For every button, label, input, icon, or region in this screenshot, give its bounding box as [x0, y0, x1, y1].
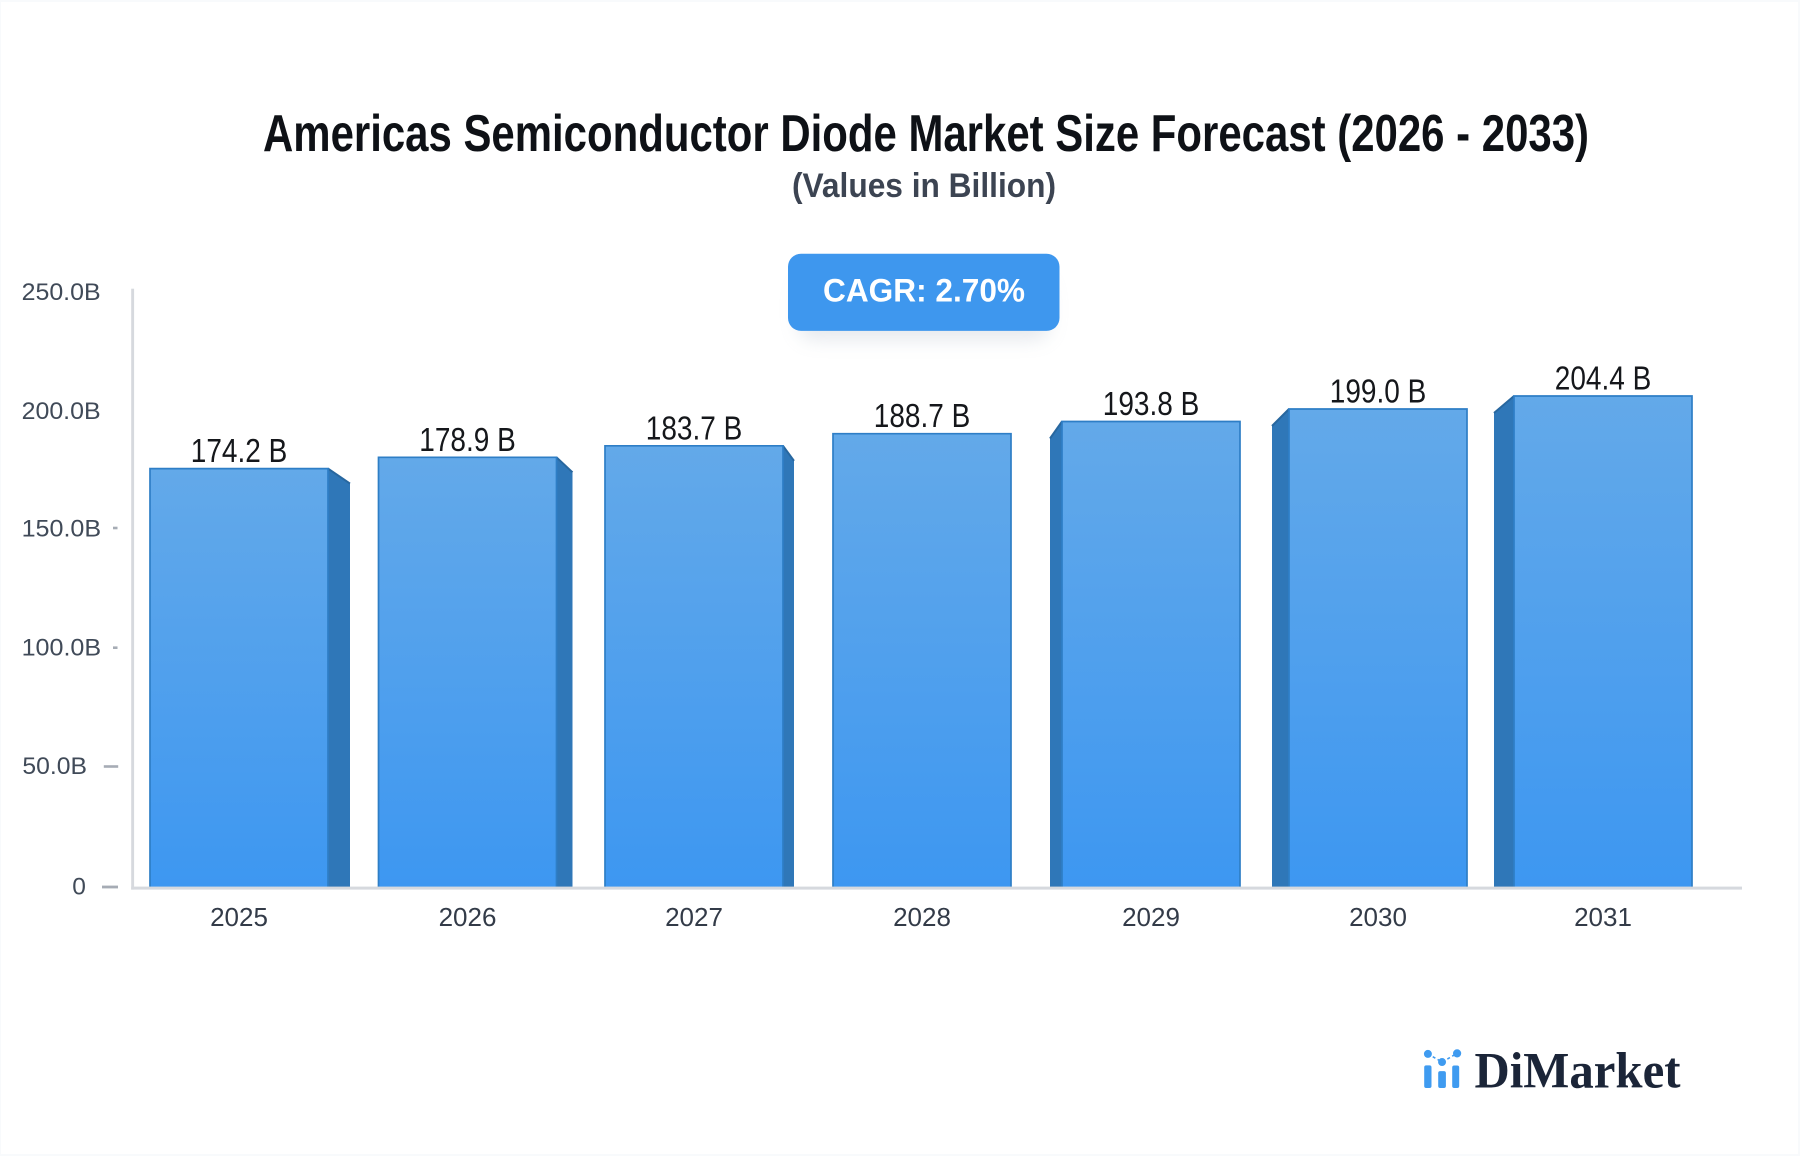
- svg-text:2027: 2027: [665, 902, 723, 932]
- svg-text:200.0B: 200.0B: [22, 398, 101, 425]
- svg-text:(Values in Billion): (Values in Billion): [792, 167, 1056, 205]
- svg-text:2025: 2025: [210, 902, 268, 932]
- svg-text:2029: 2029: [1122, 902, 1180, 932]
- svg-text:CAGR: 2.70%: CAGR: 2.70%: [823, 273, 1025, 309]
- svg-text:DiMarket: DiMarket: [1475, 1044, 1681, 1100]
- svg-text:174.2 B: 174.2 B: [191, 432, 288, 469]
- svg-text:199.0 B: 199.0 B: [1330, 373, 1427, 410]
- svg-text:2028: 2028: [893, 902, 951, 932]
- svg-text:183.7 B: 183.7 B: [646, 409, 743, 446]
- svg-text:2030: 2030: [1349, 902, 1407, 932]
- svg-text:50.0B: 50.0B: [22, 753, 87, 780]
- svg-text:100.0B: 100.0B: [22, 634, 102, 661]
- svg-text:0: 0: [72, 874, 86, 901]
- svg-text:Americas Semiconductor Diode M: Americas Semiconductor Diode Market Size…: [263, 105, 1589, 163]
- svg-text:193.8 B: 193.8 B: [1103, 385, 1200, 422]
- svg-text:2031: 2031: [1574, 902, 1632, 932]
- svg-text:150.0B: 150.0B: [22, 516, 102, 543]
- svg-text:2026: 2026: [439, 902, 497, 932]
- svg-text:204.4 B: 204.4 B: [1555, 360, 1652, 397]
- svg-text:250.0B: 250.0B: [22, 279, 101, 306]
- svg-text:188.7 B: 188.7 B: [874, 397, 971, 434]
- svg-text:178.9 B: 178.9 B: [419, 421, 516, 458]
